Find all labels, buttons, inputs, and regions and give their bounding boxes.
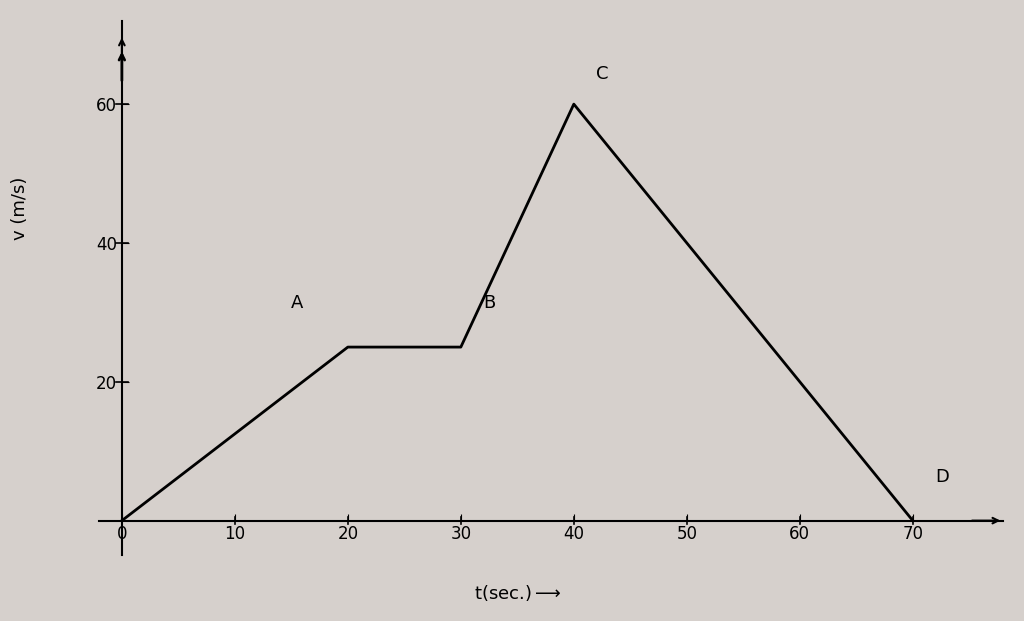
Text: B: B xyxy=(483,294,496,312)
Text: C: C xyxy=(596,65,609,83)
Text: A: A xyxy=(292,294,304,312)
Text: D: D xyxy=(935,468,949,486)
Text: t(sec.)$\longrightarrow$: t(sec.)$\longrightarrow$ xyxy=(473,583,561,603)
Text: v (m/s): v (m/s) xyxy=(11,176,29,240)
